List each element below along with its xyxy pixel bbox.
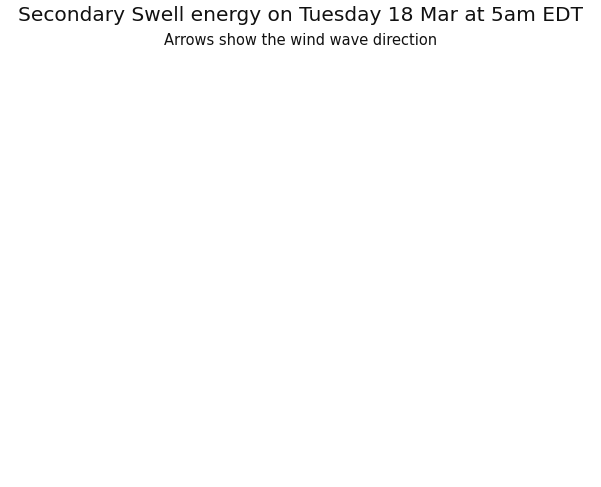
Text: Secondary Swell energy on Tuesday 18 Mar at 5am EDT: Secondary Swell energy on Tuesday 18 Mar…	[18, 6, 583, 25]
Text: Map unavailable
No module named 'cartopy': Map unavailable No module named 'cartopy…	[223, 259, 378, 281]
Text: Arrows show the wind wave direction: Arrows show the wind wave direction	[164, 33, 437, 48]
